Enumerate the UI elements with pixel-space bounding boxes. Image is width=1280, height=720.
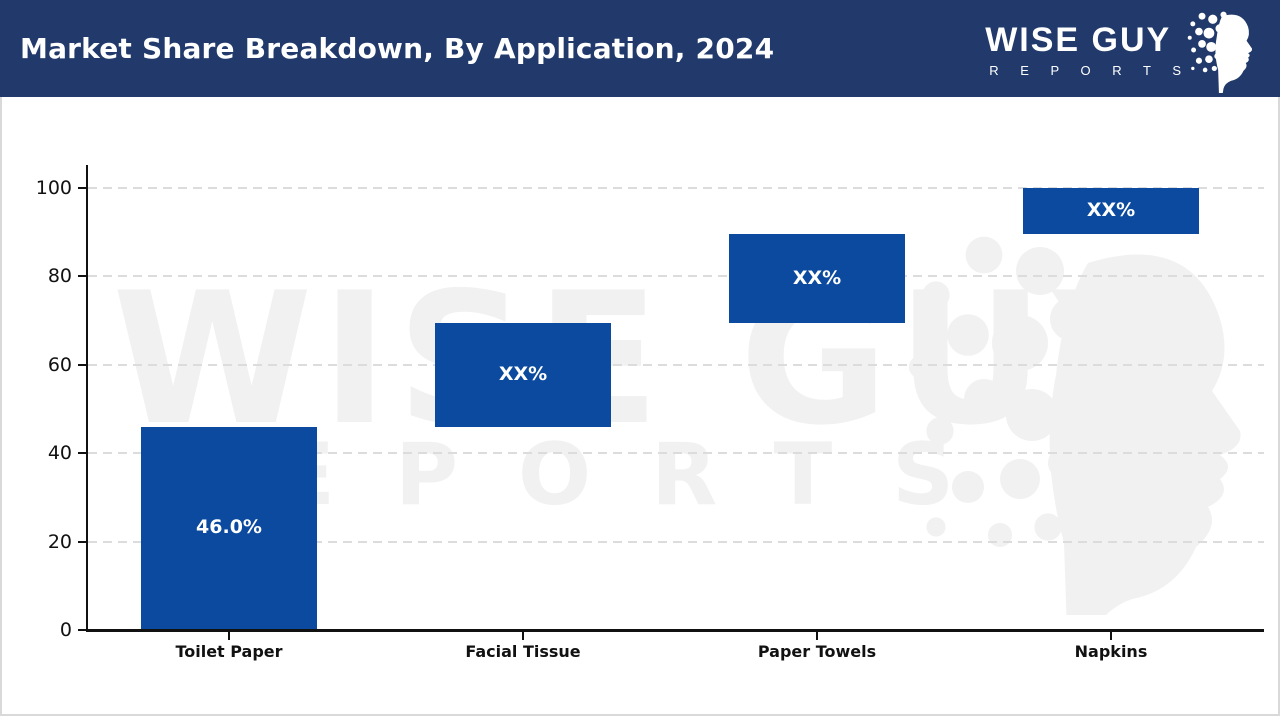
x-axis-label-paper-towels: Paper Towels bbox=[757, 642, 877, 661]
page-border-right bbox=[1278, 97, 1280, 716]
x-axis-label-toilet-paper: Toilet Paper bbox=[175, 642, 283, 661]
y-tick-mark bbox=[78, 629, 86, 631]
logo-subtitle: R E P O R T S bbox=[989, 62, 1190, 78]
bar-toilet-paper bbox=[141, 426, 317, 630]
y-tick-mark bbox=[78, 275, 86, 278]
logo-wordmark: WISE GUY bbox=[985, 20, 1172, 59]
page-border-bottom bbox=[0, 714, 1280, 716]
y-axis-line bbox=[86, 165, 88, 630]
y-tick-label: 60 bbox=[47, 353, 72, 376]
y-tick-mark bbox=[78, 540, 86, 543]
waterfall-chart: 0 20 40 60 80 100 46.0% Toilet Paper XX% Facial T… bbox=[0, 97, 1280, 714]
page-border-left bbox=[0, 97, 2, 716]
gridline bbox=[88, 452, 1264, 455]
y-tick-label: 40 bbox=[47, 442, 72, 465]
x-axis-line bbox=[86, 629, 1264, 632]
bar-value-label: XX% bbox=[498, 362, 548, 385]
y-tick-label: 100 bbox=[35, 177, 72, 199]
x-tick-mark bbox=[816, 632, 818, 640]
x-tick-mark bbox=[1110, 632, 1112, 640]
page-title: Market Share Breakdown, By Application, … bbox=[20, 32, 775, 65]
bar-facial-tissue bbox=[435, 322, 611, 427]
x-tick-mark bbox=[522, 632, 524, 640]
bar-paper-towels bbox=[729, 234, 905, 323]
gridline bbox=[88, 187, 1264, 189]
x-tick-mark bbox=[228, 632, 230, 640]
gridline bbox=[88, 275, 1264, 278]
bar-value-label: XX% bbox=[1086, 199, 1136, 222]
bar-value-label: XX% bbox=[792, 266, 842, 289]
wise-guy-logo: WISE GUY R E P O R T S bbox=[985, 6, 1268, 94]
logo-face-icon bbox=[1187, 11, 1253, 93]
x-axis-label-napkins: Napkins bbox=[1074, 642, 1148, 661]
bar-napkins bbox=[1023, 188, 1199, 235]
y-tick-label: 0 bbox=[59, 619, 72, 641]
y-tick-label: 80 bbox=[47, 265, 72, 288]
header-bar: Market Share Breakdown, By Application, … bbox=[0, 0, 1280, 97]
y-tick-label: 20 bbox=[47, 530, 72, 553]
y-tick-mark bbox=[78, 363, 86, 366]
y-tick-mark bbox=[78, 187, 86, 189]
gridline bbox=[88, 540, 1264, 543]
logo-text: WISE GUY R E P O R T S bbox=[985, 23, 1190, 78]
gridline bbox=[88, 363, 1264, 366]
x-axis-label-facial-tissue: Facial Tissue bbox=[465, 642, 581, 661]
bar-value-label: 46.0% bbox=[196, 516, 262, 539]
y-tick-mark bbox=[78, 452, 86, 455]
watermark-face-icon bbox=[908, 236, 1241, 615]
